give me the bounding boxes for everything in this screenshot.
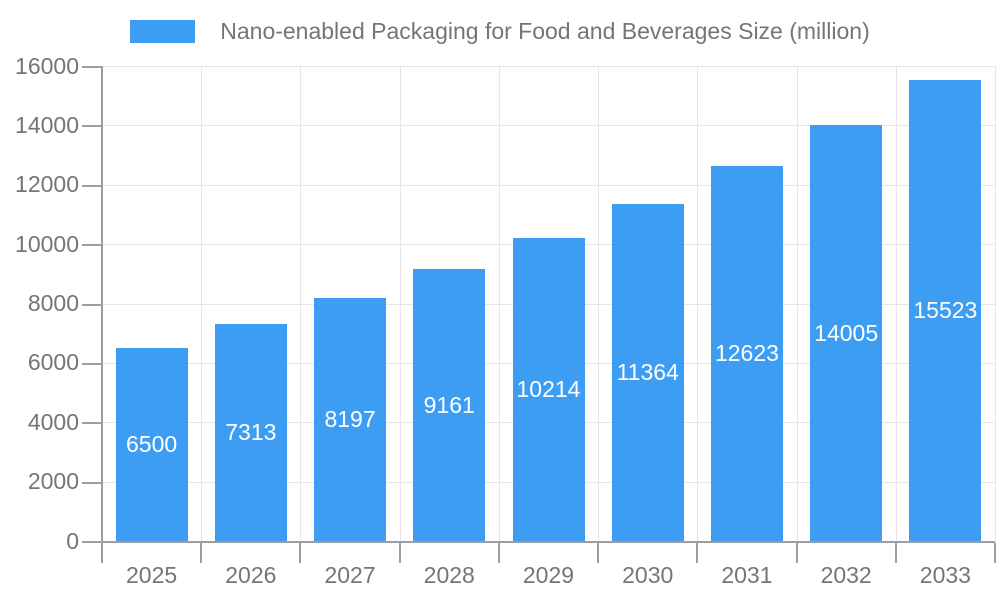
x-tick-label: 2027 [324, 562, 376, 588]
bar [413, 269, 486, 541]
x-axis-tick [696, 543, 699, 563]
y-tick-label: 12000 [15, 171, 79, 198]
gridline-horizontal [102, 184, 995, 186]
x-axis-tick [497, 543, 500, 563]
gridline-vertical [796, 66, 798, 541]
bar-value-label: 15523 [913, 297, 978, 324]
x-axis-tick [200, 543, 203, 563]
x-tick-label: 2026 [225, 562, 277, 588]
y-axis-tick [82, 481, 102, 484]
gridline-vertical [697, 66, 699, 541]
gridline-vertical [498, 66, 500, 541]
bar [810, 125, 883, 541]
bar [611, 203, 684, 541]
x-tick-label: 2029 [522, 562, 575, 588]
bar [314, 297, 387, 541]
x-tick-label: 2028 [423, 562, 475, 588]
legend-swatch [130, 20, 196, 43]
x-axis-tick [994, 543, 996, 563]
x-tick-label: 2030 [622, 562, 674, 588]
y-axis-tick [82, 541, 102, 543]
y-tick-label: 6000 [27, 349, 79, 376]
x-axis-tick [101, 543, 103, 563]
y-tick-label: 10000 [15, 230, 79, 257]
y-tick-label: 2000 [27, 468, 79, 495]
y-axis-tick [82, 422, 102, 425]
x-axis-tick [597, 543, 600, 563]
x-tick-label: 2033 [919, 562, 971, 588]
gridline-vertical [598, 66, 600, 541]
gridline-vertical [995, 66, 996, 541]
y-axis-tick [82, 66, 102, 68]
gridline-vertical [399, 66, 401, 541]
bar-value-label: 10214 [516, 375, 581, 402]
y-tick-label: 8000 [27, 290, 79, 316]
x-axis-tick [398, 543, 401, 563]
y-tick-label: 14000 [15, 111, 79, 138]
x-tick-label: 2031 [721, 562, 773, 588]
y-axis-tick [82, 362, 102, 365]
y-tick-label: 4000 [27, 408, 79, 435]
legend-series-label: Nano-enabled Packaging for Food and Beve… [220, 18, 870, 44]
bar-value-label: 6500 [126, 431, 178, 458]
x-axis-tick [299, 543, 302, 563]
gridline-vertical [895, 66, 897, 541]
bar-value-label: 14005 [814, 319, 879, 346]
gridline-horizontal [102, 66, 995, 67]
y-axis-tick [82, 125, 102, 128]
y-axis-tick [82, 244, 102, 247]
x-axis-tick [894, 543, 897, 563]
bar [115, 348, 188, 541]
gridline-horizontal [102, 125, 995, 127]
gridline-vertical [201, 66, 203, 541]
x-tick-label: 2032 [820, 562, 872, 588]
x-tick-label: 2025 [126, 562, 178, 588]
y-tick-label: 0 [66, 527, 79, 554]
bar-value-label: 8197 [324, 405, 376, 432]
y-axis-tick [82, 303, 102, 306]
gridline-vertical [300, 66, 302, 541]
bar-value-label: 7313 [225, 418, 277, 445]
bar [909, 80, 982, 541]
x-axis-line [102, 541, 995, 543]
bar [710, 166, 783, 541]
bar [214, 323, 287, 541]
bar [512, 237, 585, 541]
y-axis-line [101, 66, 103, 561]
legend: Nano-enabled Packaging for Food and Beve… [0, 18, 1000, 45]
x-axis-tick [795, 543, 798, 563]
y-tick-label: 16000 [15, 52, 79, 79]
bar-value-label: 11364 [616, 358, 679, 385]
bar-value-label: 12623 [714, 340, 779, 367]
bar-value-label: 9161 [423, 391, 475, 418]
y-axis-tick [82, 184, 102, 187]
